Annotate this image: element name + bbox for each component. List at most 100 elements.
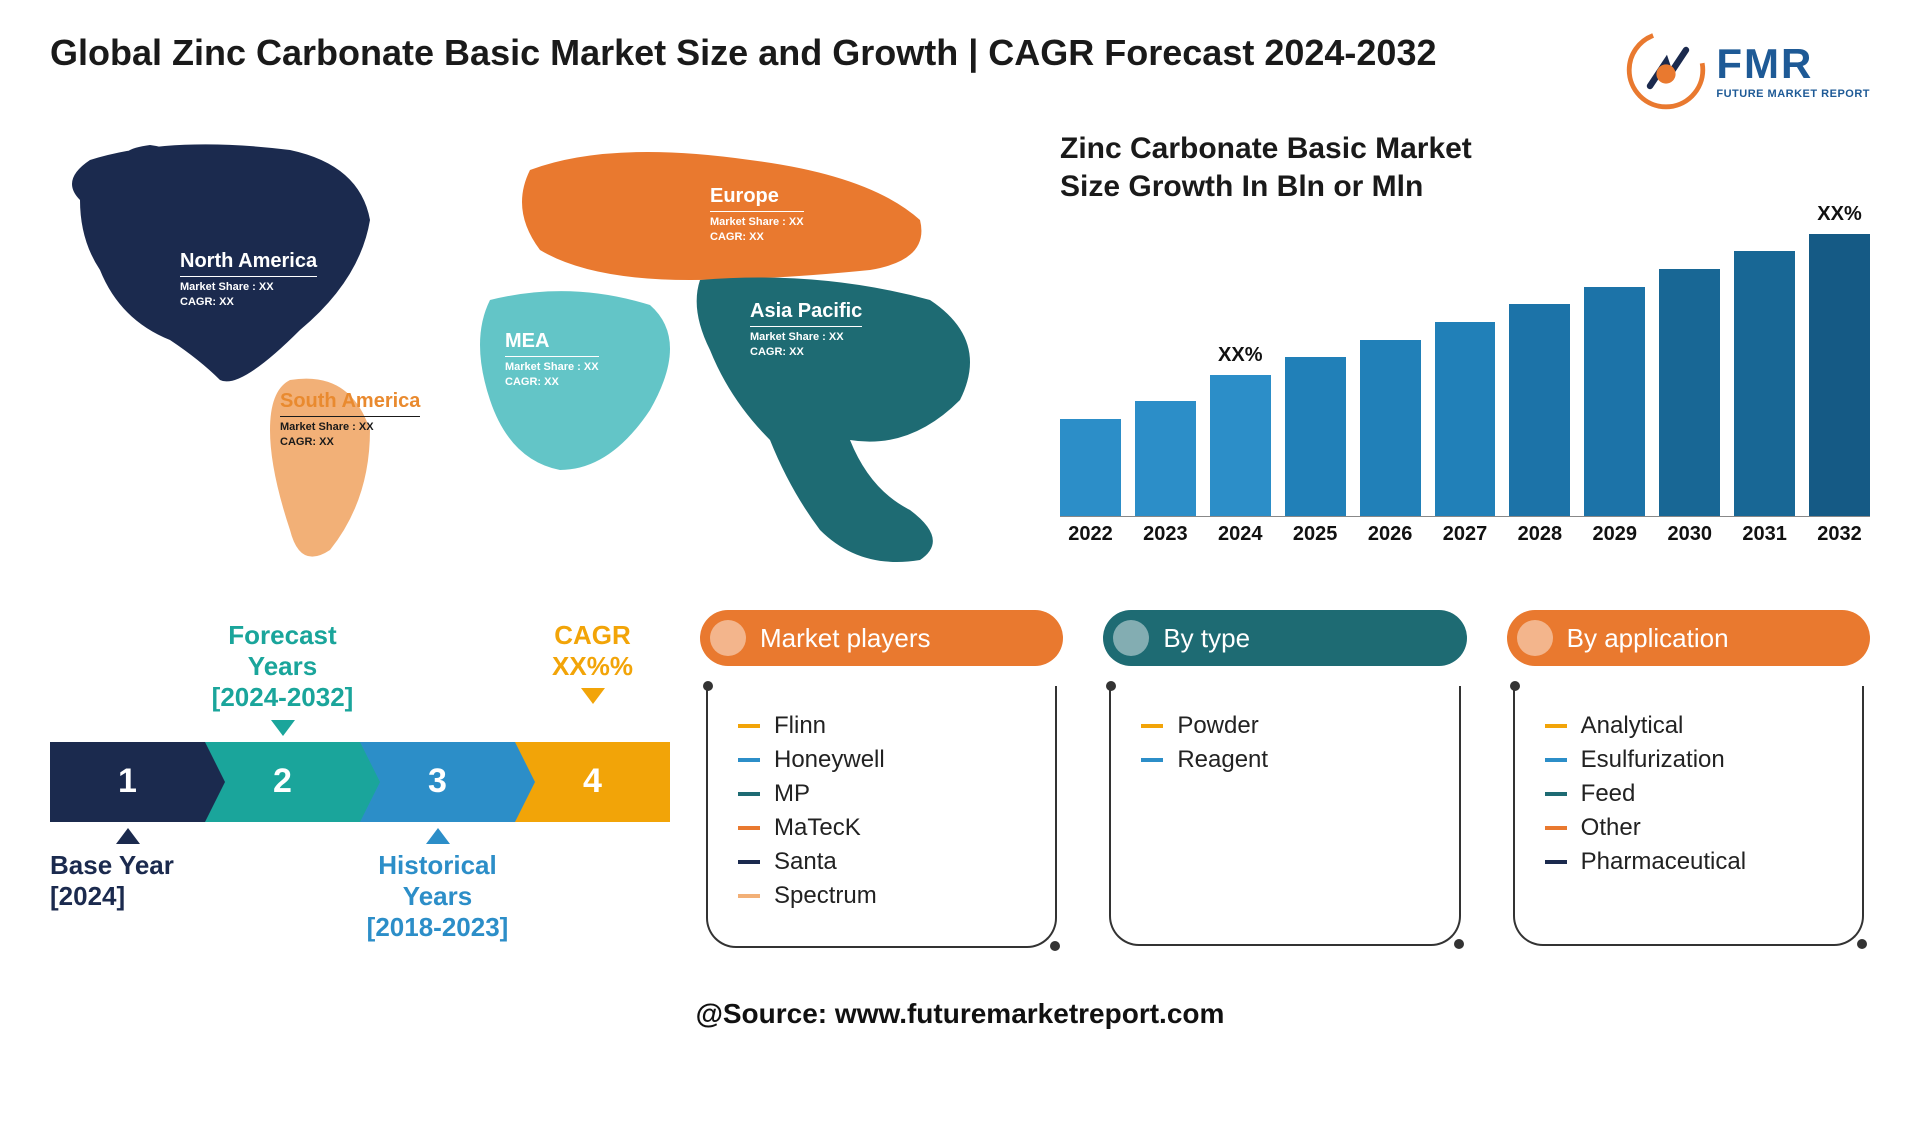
bar-x-label: 2031: [1734, 523, 1795, 546]
map-label-ap: Asia Pacific Market Share : XX CAGR: XX: [750, 300, 862, 361]
bar: XX%: [1809, 234, 1870, 516]
map-label-eu: Europe Market Share : XX CAGR: XX: [710, 185, 804, 246]
bar-rect: [1435, 322, 1496, 516]
segment-column: By type Powder Reagent: [1103, 610, 1466, 948]
segment-item-label: Honeywell: [774, 746, 885, 774]
segment-header: Market players: [700, 610, 1063, 666]
bar-rect: [1210, 375, 1271, 516]
bar: XX%: [1210, 375, 1271, 516]
bar-rect: [1509, 304, 1570, 516]
page-title: Global Zinc Carbonate Basic Market Size …: [50, 30, 1437, 75]
segment-item: Powder: [1141, 712, 1438, 740]
map-label-mea: MEA Market Share : XX CAGR: XX: [505, 330, 599, 391]
segment-item-label: Esulfurization: [1581, 746, 1725, 774]
bar-x-label: 2024: [1210, 523, 1271, 546]
segment-item-label: Reagent: [1177, 746, 1268, 774]
segment-header: By application: [1507, 610, 1870, 666]
bar: [1734, 251, 1795, 516]
segment-tick-icon: [1545, 758, 1567, 762]
bar: [1360, 340, 1421, 516]
segment-item-label: Flinn: [774, 712, 826, 740]
segment-item: Honeywell: [738, 746, 1035, 774]
bar-rect: [1809, 234, 1870, 516]
segment-tick-icon: [738, 758, 760, 762]
timeline-panel: Forecast Years[2024-2032]CAGRXX%% 1234 B…: [50, 610, 670, 948]
timeline-segment: 4: [515, 742, 670, 822]
segment-item-label: Pharmaceutical: [1581, 848, 1746, 876]
timeline-segment: 3: [360, 742, 515, 822]
bar-x-label: 2022: [1060, 523, 1121, 546]
bar-x-label: 2030: [1659, 523, 1720, 546]
segment-tick-icon: [1545, 792, 1567, 796]
bar-chart-panel: Zinc Carbonate Basic Market Size Growth …: [1060, 130, 1870, 570]
segment-body: Analytical Esulfurization Feed Other Pharmac…: [1513, 686, 1864, 946]
bar: [1060, 419, 1121, 516]
segment-item-label: MaTecK: [774, 814, 861, 842]
bar-chart-title: Zinc Carbonate Basic Market Size Growth …: [1060, 130, 1520, 205]
bar: [1584, 287, 1645, 516]
timeline-segment: 1: [50, 742, 205, 822]
logo: FMR FUTURE MARKET REPORT: [1626, 30, 1870, 110]
segment-item: Pharmaceutical: [1545, 848, 1842, 876]
segment-item-label: Spectrum: [774, 882, 877, 910]
bar: [1435, 322, 1496, 516]
bar-x-label: 2025: [1285, 523, 1346, 546]
segment-item-label: Santa: [774, 848, 837, 876]
segment-tick-icon: [738, 826, 760, 830]
segment-header: By type: [1103, 610, 1466, 666]
timeline-top-label: CAGRXX%%: [515, 620, 670, 736]
bar-annotation: XX%: [1218, 344, 1262, 367]
bar-x-label: 2023: [1135, 523, 1196, 546]
bar-x-label: 2028: [1509, 523, 1570, 546]
segment-tick-icon: [738, 894, 760, 898]
bar: [1285, 357, 1346, 516]
segment-item: Feed: [1545, 780, 1842, 808]
mid-row: North America Market Share : XX CAGR: XX…: [50, 130, 1870, 570]
header: Global Zinc Carbonate Basic Market Size …: [50, 30, 1870, 110]
logo-icon: [1626, 30, 1706, 110]
world-map: North America Market Share : XX CAGR: XX…: [50, 130, 1030, 570]
segment-item-label: Analytical: [1581, 712, 1684, 740]
segment-item: Reagent: [1141, 746, 1438, 774]
segment-tick-icon: [738, 792, 760, 796]
segment-item: Esulfurization: [1545, 746, 1842, 774]
timeline-segment: 2: [205, 742, 360, 822]
timeline-top-label: Forecast Years[2024-2032]: [205, 620, 360, 736]
bar: [1659, 269, 1720, 516]
segment-item-label: Powder: [1177, 712, 1258, 740]
logo-text-main: FMR: [1716, 40, 1870, 88]
bar-rect: [1285, 357, 1346, 516]
map-label-sa: South America Market Share : XX CAGR: XX: [280, 390, 420, 451]
bar-x-label: 2032: [1809, 523, 1870, 546]
logo-text-sub: FUTURE MARKET REPORT: [1716, 88, 1870, 100]
bar-rect: [1734, 251, 1795, 516]
segment-item-label: Other: [1581, 814, 1641, 842]
bar-annotation: XX%: [1817, 203, 1861, 226]
bar-x-label: 2029: [1584, 523, 1645, 546]
timeline-bottom-label: Historical Years[2018-2023]: [360, 828, 515, 944]
segment-tick-icon: [738, 724, 760, 728]
segment-item: Spectrum: [738, 882, 1035, 910]
segment-column: Market players Flinn Honeywell MP MaTecK Sant…: [700, 610, 1063, 948]
bar-rect: [1060, 419, 1121, 516]
bar-chart: XX% XX% 2022 2023 2024 2025 2026 2027 2028 2029 2…: [1060, 217, 1870, 557]
bar: [1135, 401, 1196, 516]
segment-column: By application Analytical Esulfurization Fe…: [1507, 610, 1870, 948]
map-label-na: North America Market Share : XX CAGR: XX: [180, 250, 317, 311]
segment-tick-icon: [738, 860, 760, 864]
segment-body: Powder Reagent: [1109, 686, 1460, 946]
segment-item: Santa: [738, 848, 1035, 876]
segment-item: Flinn: [738, 712, 1035, 740]
bar-rect: [1659, 269, 1720, 516]
bar-rect: [1584, 287, 1645, 516]
bar-x-label: 2027: [1435, 523, 1496, 546]
segment-item-label: Feed: [1581, 780, 1636, 808]
segment-item-label: MP: [774, 780, 810, 808]
segment-item: MaTecK: [738, 814, 1035, 842]
segment-panels: Market players Flinn Honeywell MP MaTecK Sant…: [700, 610, 1870, 948]
source-attribution: @Source: www.futuremarketreport.com: [50, 998, 1870, 1030]
lower-row: Forecast Years[2024-2032] CAGRXX%% 1234 B…: [50, 610, 1870, 948]
segment-body: Flinn Honeywell MP MaTecK Santa Spectrum: [706, 686, 1057, 948]
bar-rect: [1360, 340, 1421, 516]
bar-x-label: 2026: [1360, 523, 1421, 546]
